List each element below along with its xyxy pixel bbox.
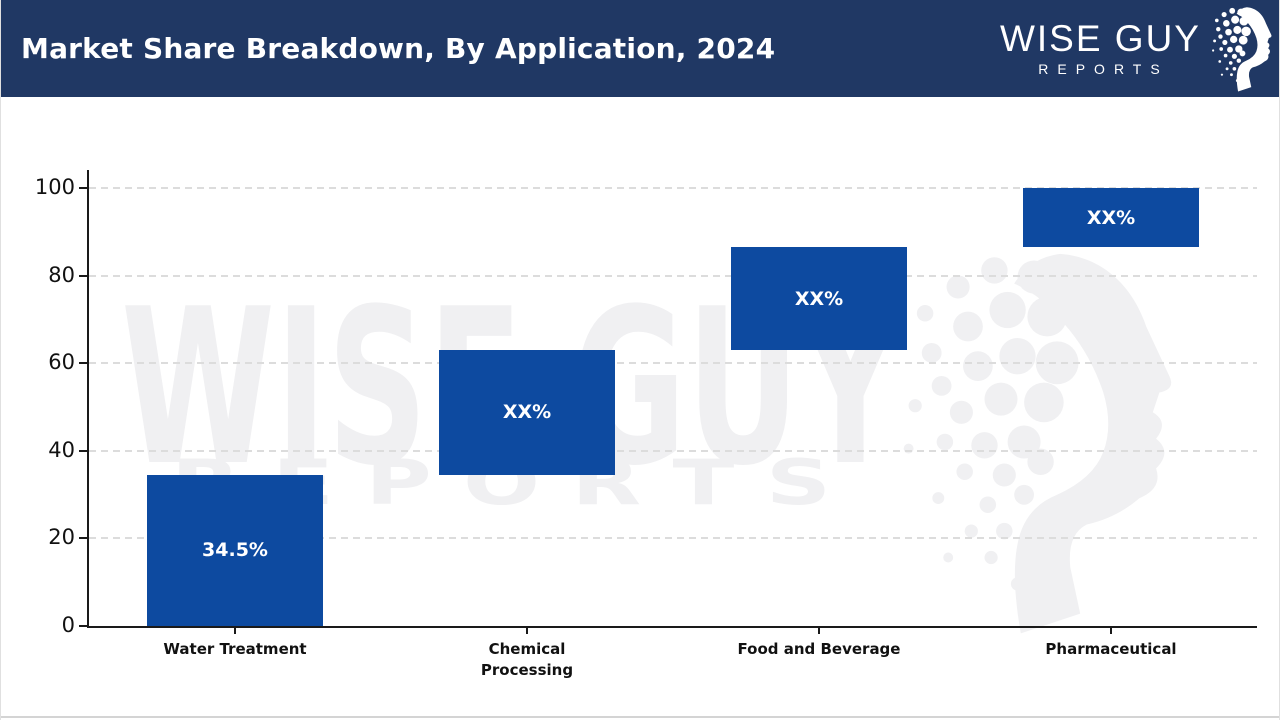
logo-subtitle: REPORTS (1038, 61, 1169, 77)
x-tick-mark (1110, 628, 1112, 634)
y-axis-spine (87, 170, 89, 628)
chart-area: WISE GUY R E P O R T S 0 20 40 60 80 100 34.5%… (1, 97, 1279, 720)
plot: 0 20 40 60 80 100 34.5% Water Treatment XX% Chemi… (1, 97, 1279, 720)
y-tick-label: 60 (48, 350, 75, 375)
logo-wordmark: WISE GUY (999, 18, 1201, 59)
y-tick-mark (79, 362, 87, 365)
logo-head-icon (1212, 6, 1272, 92)
x-tick-mark (818, 628, 820, 634)
y-gridline (89, 449, 1257, 452)
wise-guy-reports-logo: WISE GUY REPORTS (1000, 5, 1279, 93)
y-tick-label: 20 (48, 525, 75, 550)
bar: XX% (731, 247, 907, 351)
y-tick-mark (79, 274, 87, 277)
x-category-label: Chemical Processing (480, 640, 574, 679)
bar-value-label: XX% (1086, 206, 1136, 229)
bar: XX% (1023, 188, 1199, 248)
y-gridline (89, 362, 1257, 365)
y-gridline (89, 537, 1257, 540)
bottom-divider (1, 716, 1279, 718)
x-category-label: Food and Beverage (737, 640, 901, 658)
y-gridline (89, 187, 1257, 189)
x-tick-mark (526, 628, 528, 634)
y-tick-mark (79, 449, 87, 452)
x-category-label: Water Treatment (163, 640, 307, 658)
y-tick-label: 0 (61, 613, 75, 637)
y-tick-label: 40 (48, 437, 75, 462)
x-category-label: Pharmaceutical (1045, 640, 1177, 658)
x-tick-mark (234, 628, 236, 634)
y-tick-mark (79, 537, 87, 540)
logo-text: WISE GUY REPORTS (999, 18, 1201, 78)
x-axis-spine (87, 626, 1257, 628)
page-title: Market Share Breakdown, By Application, … (21, 32, 776, 65)
bar: XX% (439, 350, 615, 475)
y-tick-label: 80 (48, 262, 75, 287)
y-tick-mark (79, 625, 87, 627)
bar-value-label: 34.5% (202, 539, 268, 562)
y-tick-mark (79, 187, 87, 189)
bar-value-label: XX% (794, 287, 844, 310)
y-gridline (89, 274, 1257, 277)
bar-value-label: XX% (502, 401, 552, 424)
y-tick-label: 100 (34, 175, 75, 199)
bar: 34.5% (147, 474, 323, 626)
header-bar: Market Share Breakdown, By Application, … (1, 0, 1279, 97)
